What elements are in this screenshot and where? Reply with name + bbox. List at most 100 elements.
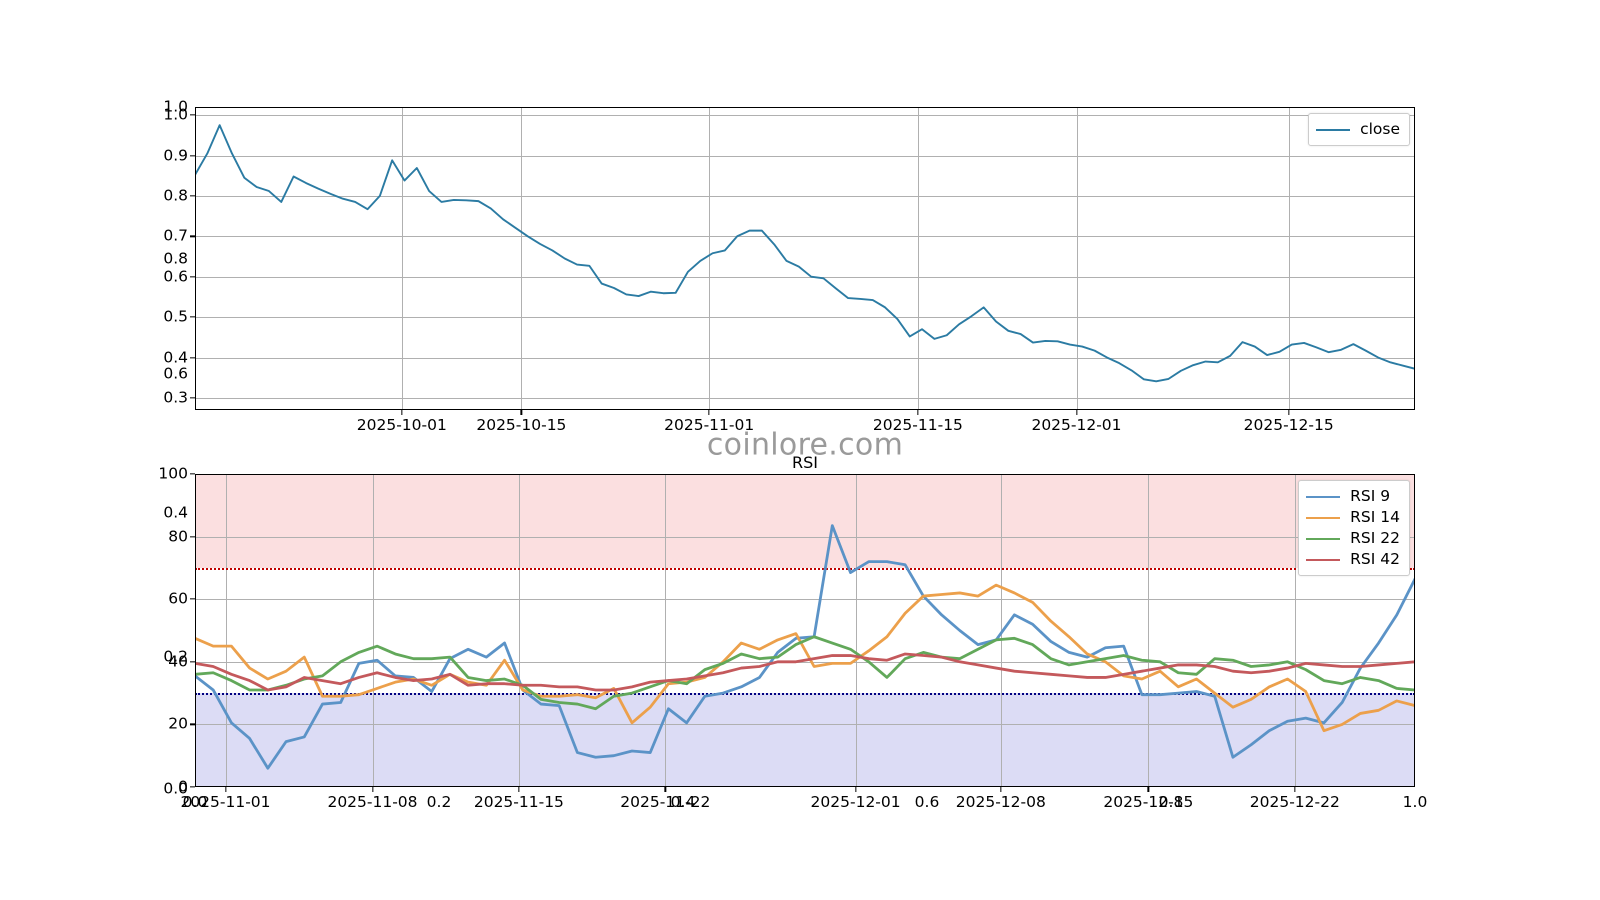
price-gridline-v [709,107,711,410]
rsi-x-tick-mark [518,787,520,792]
price-y-tick-mark [190,276,195,278]
price-y-overlay-tick-label: 0.6 [163,363,188,382]
legend-item-rsi-42[interactable]: RSI 42 [1306,549,1400,570]
price-x-tick-mark [1075,410,1078,415]
price-y-tick-mark [190,356,195,359]
legend-swatch-rsi-22 [1306,537,1341,540]
rsi-gridline-v [518,474,520,787]
rsi-y-tick-mark [190,473,195,475]
legend-item-rsi-9[interactable]: RSI 9 [1306,486,1400,507]
legend-swatch-close [1316,128,1351,131]
legend-swatch-rsi-9 [1306,495,1341,498]
price-x-tick-label: 2025-11-15 [872,416,963,434]
price-x-tick-label: 2025-12-01 [1031,416,1122,434]
price-y-tick-label: 0.7 [163,226,188,245]
rsi-x-tick-label: 2025-11-15 [473,793,564,811]
legend-item-rsi-22[interactable]: RSI 22 [1306,528,1400,549]
price-chart-axes: 1.0 0.9 0.8 0.7 0.6 0.5 0.4 0.3 1.0 0.8 0.6 2025-… [163,99,1415,433]
price-gridline-h [195,276,1415,278]
rsi-x-tick-label: 2025-11-22 [620,793,711,811]
rsi-y-tick-label: 80 [168,526,188,545]
price-legend[interactable]: close [1308,113,1410,146]
rsi-x-overlay-tick-label: 0.2 [426,793,452,811]
rsi-y-tick-label: 40 [168,652,188,671]
price-y-tick-mark [190,397,195,399]
legend-label-close: close [1360,119,1400,138]
rsi-x-tick-label: 2025-11-01 [180,793,271,811]
rsi-x-tick-mark [1294,787,1296,792]
price-y-tick-label: 0.9 [163,145,188,164]
price-y-tick-label: 0.3 [163,388,188,407]
price-x-tick-label: 2025-10-15 [476,416,567,434]
rsi-gridline-v [1294,474,1296,787]
rsi-y-tick-mark [190,598,195,600]
rsi-y-overlay-tick-label: 0.0 [163,778,188,797]
rsi-oversold-line [195,693,1415,696]
legend-label-rsi-42: RSI 42 [1350,549,1400,568]
rsi-x-overlay-tick-label: 0.6 [914,793,940,811]
rsi-y-overlay-tick-label: 0.2 [163,647,188,666]
price-gridline-h [195,236,1415,238]
rsi-x-tick-label: 2025-12-01 [810,793,901,811]
rsi-plot-area [195,474,1415,787]
rsi-legend[interactable]: RSI 9 RSI 14 RSI 22 RSI 42 [1298,480,1410,576]
legend-item-rsi-14[interactable]: RSI 14 [1306,507,1400,528]
price-gridline-h [195,357,1415,359]
rsi-gridline-h [195,724,1415,726]
price-y-tick-label: 0.8 [163,186,188,205]
price-gridline-h [195,115,1415,117]
price-y-tick-mark [190,154,195,157]
rsi-chart-axes: 100 80 60 40 20 0 0.4 0.2 0.0 2025-11-01 2025-11… [158,466,1427,810]
price-y-tick-label: 0.5 [163,307,188,326]
price-gridline-h [195,317,1415,319]
rsi-y-tick-mark [190,786,195,788]
price-gridline-h [195,397,1415,399]
price-y-tick-mark [190,195,195,197]
price-x-tick-mark [708,410,710,415]
price-x-tick-mark [917,410,919,415]
rsi-x-tick-mark [854,787,857,792]
price-y-tick-label: 0.4 [163,347,188,366]
price-plot-area [195,107,1415,410]
price-x-tick-mark [1288,410,1290,415]
rsi-gridline-v [1148,474,1150,787]
rsi-gridline-v [665,474,667,787]
rsi-gridline-h [195,661,1415,663]
rsi-subtitle: RSI [792,453,818,472]
legend-swatch-rsi-42 [1306,558,1341,561]
price-y-overlay-tick-label: 0.8 [163,248,188,267]
rsi-overbought-band [195,474,1415,568]
price-y-tick-mark [190,114,195,116]
rsi-y-tick-mark [190,723,195,726]
watermark: coinlore.com [706,427,904,463]
price-gridline-v [1076,107,1078,410]
price-y-tick-mark [190,235,195,237]
rsi-x-tick-label: 2025-12-15 [1103,793,1194,811]
rsi-y-tick-mark [190,535,195,538]
rsi-x-tick-label: 2025-11-08 [327,793,418,811]
price-gridline-v [1288,107,1290,410]
rsi-x-tick-mark [1000,787,1002,792]
rsi-y-tick-label: 0 [178,777,188,796]
price-gridline-v [917,107,919,410]
rsi-line-series [195,524,1415,770]
price-line-series [195,124,1415,383]
rsi-y-overlay-tick-label: 0.4 [163,503,188,522]
price-y-tick-mark [190,316,195,318]
rsi-y-tick-mark [190,661,195,663]
legend-item-close[interactable]: close [1316,119,1400,140]
rsi-x-tick-mark [1147,787,1150,792]
price-gridline-v [401,107,403,410]
rsi-x-overlay-tick-label: 0.8 [1158,793,1184,811]
rsi-overbought-line [195,567,1415,570]
rsi-gridline-v [372,474,374,787]
price-x-tick-mark [401,410,403,415]
legend-label-rsi-9: RSI 9 [1350,486,1391,505]
rsi-x-tick-mark [224,787,227,792]
rsi-x-overlay-tick-label: 0.4 [670,793,696,811]
rsi-x-tick-mark [371,787,374,792]
rsi-x-tick-label: 2025-12-22 [1249,793,1340,811]
rsi-gridline-h [195,599,1415,601]
price-x-tick-mark [520,410,523,415]
